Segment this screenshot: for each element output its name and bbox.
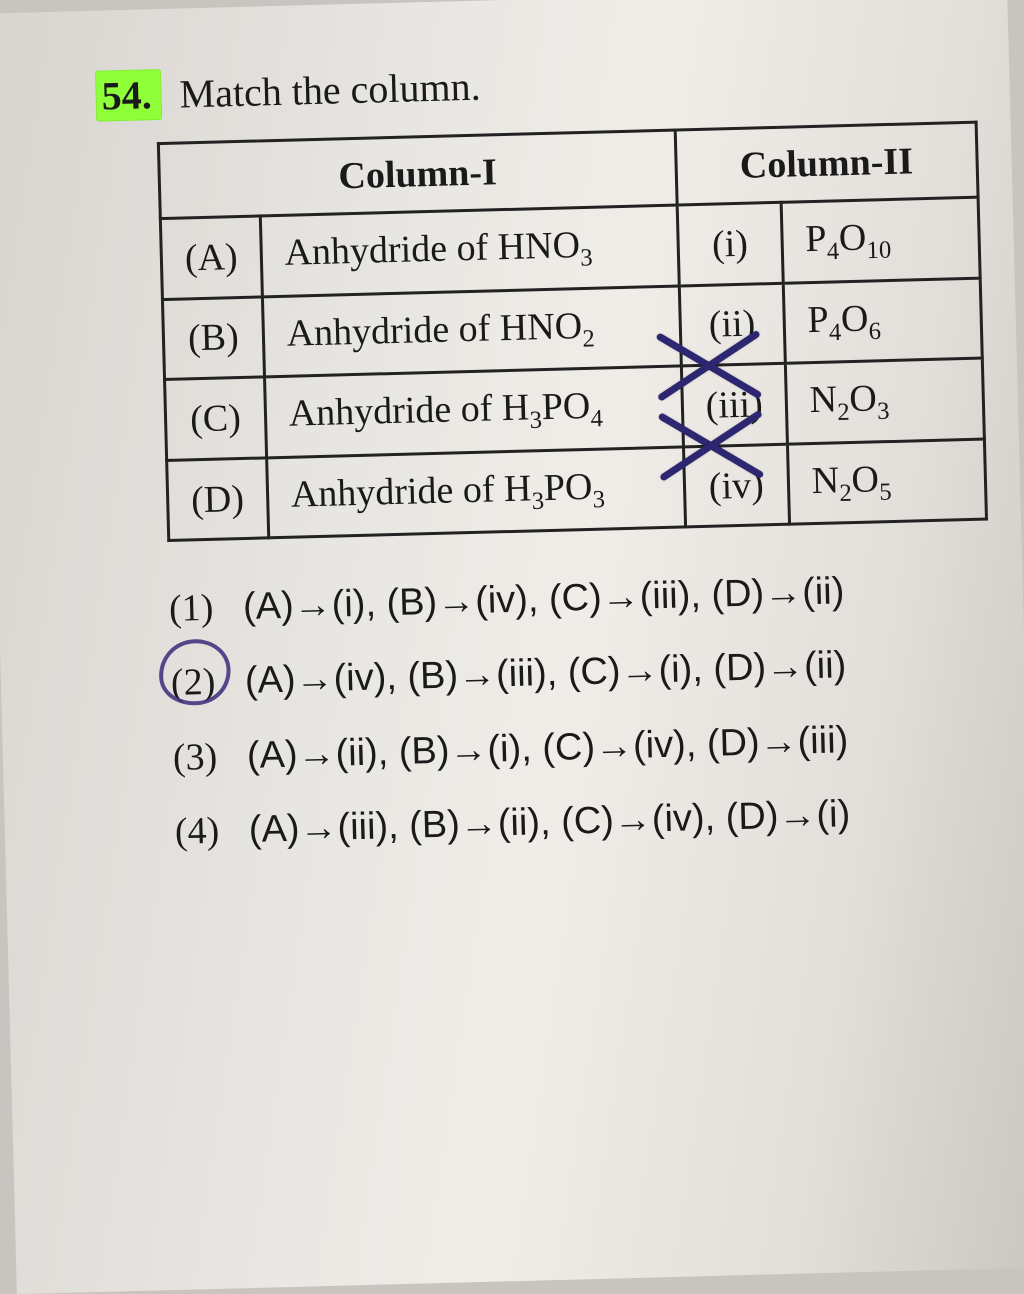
- page: 54. Match the column. Column-I Column-II…: [0, 0, 1024, 1294]
- match-table: Column-I Column-II (A) Anhydride of HNO3…: [157, 121, 988, 543]
- question-block: 54. Match the column. Column-I Column-II…: [95, 48, 996, 871]
- question-text: Match the column.: [179, 63, 481, 118]
- column-1-header: Column-I: [158, 130, 677, 219]
- row-formula: N2O5: [787, 439, 986, 525]
- column-2-header: Column-II: [675, 122, 978, 205]
- table-wrapper: Column-I Column-II (A) Anhydride of HNO3…: [97, 121, 987, 544]
- row-desc: Anhydride of H3PO4: [264, 366, 683, 457]
- option-number: (4): [174, 793, 236, 869]
- option-number: (1): [168, 571, 230, 647]
- row-roman: (iii): [681, 363, 787, 446]
- options-list: (1) (A)→(i), (B)→(iv), (C)→(iii), (D)→(i…: [168, 551, 995, 869]
- row-desc: Anhydride of H3PO3: [266, 447, 685, 538]
- row-formula: N2O3: [785, 358, 984, 444]
- option-text: (A)→(iii), (B)→(ii), (C)→(iv), (D)→(i): [248, 777, 851, 867]
- question-number: 54.: [95, 69, 162, 122]
- row-letter: (D): [167, 458, 269, 541]
- option-number: (2): [170, 645, 232, 721]
- row-roman: (iv): [683, 444, 789, 527]
- row-formula: P4O10: [781, 197, 980, 283]
- option-number: (3): [172, 719, 234, 795]
- row-desc: Anhydride of HNO3: [260, 205, 679, 296]
- row-formula: P4O6: [783, 278, 982, 364]
- row-desc: Anhydride of HNO2: [262, 286, 681, 377]
- row-roman: (ii): [679, 283, 785, 366]
- row-letter: (C): [165, 377, 267, 460]
- question-row: 54. Match the column.: [95, 48, 976, 122]
- row-roman: (i): [677, 202, 783, 285]
- row-letter: (B): [162, 297, 264, 380]
- row-letter: (A): [160, 216, 262, 299]
